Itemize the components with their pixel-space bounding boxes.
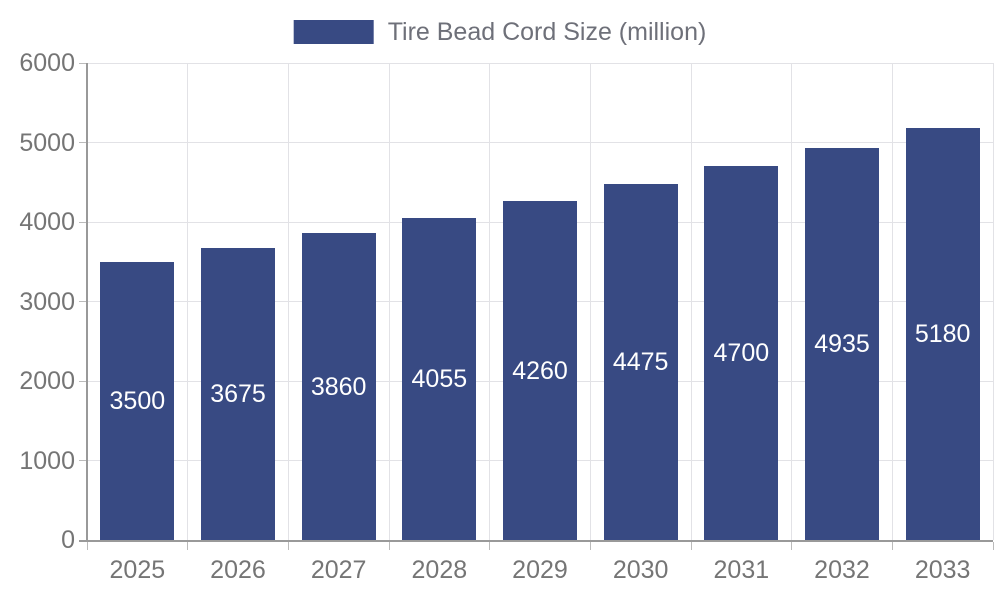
gridline-vertical [287, 63, 289, 540]
y-axis-tick [79, 62, 87, 64]
x-tick-label: 2025 [109, 556, 166, 584]
bar [301, 233, 376, 540]
x-tick-label: 2027 [310, 556, 367, 584]
x-tick-label: 2033 [914, 556, 971, 584]
y-axis-tick [79, 460, 87, 461]
bar [503, 201, 577, 540]
gridline-vertical [187, 63, 189, 540]
gridline-vertical [589, 63, 591, 540]
legend-swatch [293, 20, 374, 44]
x-tick-label: 2028 [411, 556, 468, 584]
bar-value-label: 4935 [814, 329, 870, 358]
bar-value-label: 4475 [612, 348, 669, 377]
bar [201, 247, 275, 540]
gridline-horizontal [87, 62, 993, 64]
bar-value-label: 5180 [914, 320, 971, 349]
gridline-vertical [992, 63, 994, 540]
bar [805, 147, 879, 540]
x-axis-tick [86, 542, 88, 550]
bar-value-label: 3500 [109, 386, 166, 415]
bar [704, 166, 779, 540]
x-axis-tick [992, 542, 994, 550]
y-tick-label: 2000 [19, 367, 75, 395]
gridline-vertical [489, 63, 491, 540]
gridline-vertical [690, 63, 692, 540]
gridline-vertical [388, 63, 390, 540]
gridline-vertical [891, 63, 893, 540]
x-axis-tick [187, 542, 189, 550]
bar [402, 217, 477, 540]
y-axis-tick [79, 301, 87, 302]
bar [905, 128, 980, 540]
bar-value-label: 4700 [713, 339, 770, 368]
x-axis-tick [690, 542, 692, 550]
y-axis-tick [79, 380, 87, 382]
bar-value-label: 4260 [512, 356, 568, 385]
y-axis-tick [79, 142, 87, 143]
x-axis-line [79, 540, 993, 542]
bar [603, 184, 678, 540]
y-tick-label: 5000 [19, 128, 75, 157]
y-tick-label: 4000 [19, 208, 75, 236]
x-axis-tick [489, 542, 491, 550]
x-tick-label: 2030 [612, 556, 669, 584]
gridline-horizontal [87, 142, 993, 143]
x-axis-tick [287, 542, 289, 550]
y-tick-label: 6000 [19, 49, 75, 77]
y-tick-label: 1000 [19, 446, 75, 475]
y-axis-tick [79, 221, 87, 223]
x-axis-tick [589, 542, 591, 550]
bar [100, 261, 175, 540]
x-axis-tick [791, 542, 793, 550]
bar-value-label: 3860 [310, 372, 367, 401]
y-axis-line [86, 63, 88, 540]
x-axis-tick [891, 542, 893, 550]
gridline-vertical [791, 63, 793, 540]
y-tick-label: 3000 [19, 287, 75, 316]
bar-value-label: 4055 [411, 364, 468, 393]
x-tick-label: 2031 [713, 556, 770, 584]
legend-item[interactable]: Tire Bead Cord Size (million) [293, 18, 707, 46]
bar-value-label: 3675 [210, 379, 266, 408]
x-axis-tick [388, 542, 390, 550]
x-tick-label: 2026 [210, 556, 266, 584]
x-tick-label: 2029 [512, 556, 568, 584]
legend-label: Tire Bead Cord Size (million) [387, 18, 707, 46]
y-tick-label: 0 [61, 526, 75, 554]
x-tick-label: 2032 [814, 556, 870, 584]
